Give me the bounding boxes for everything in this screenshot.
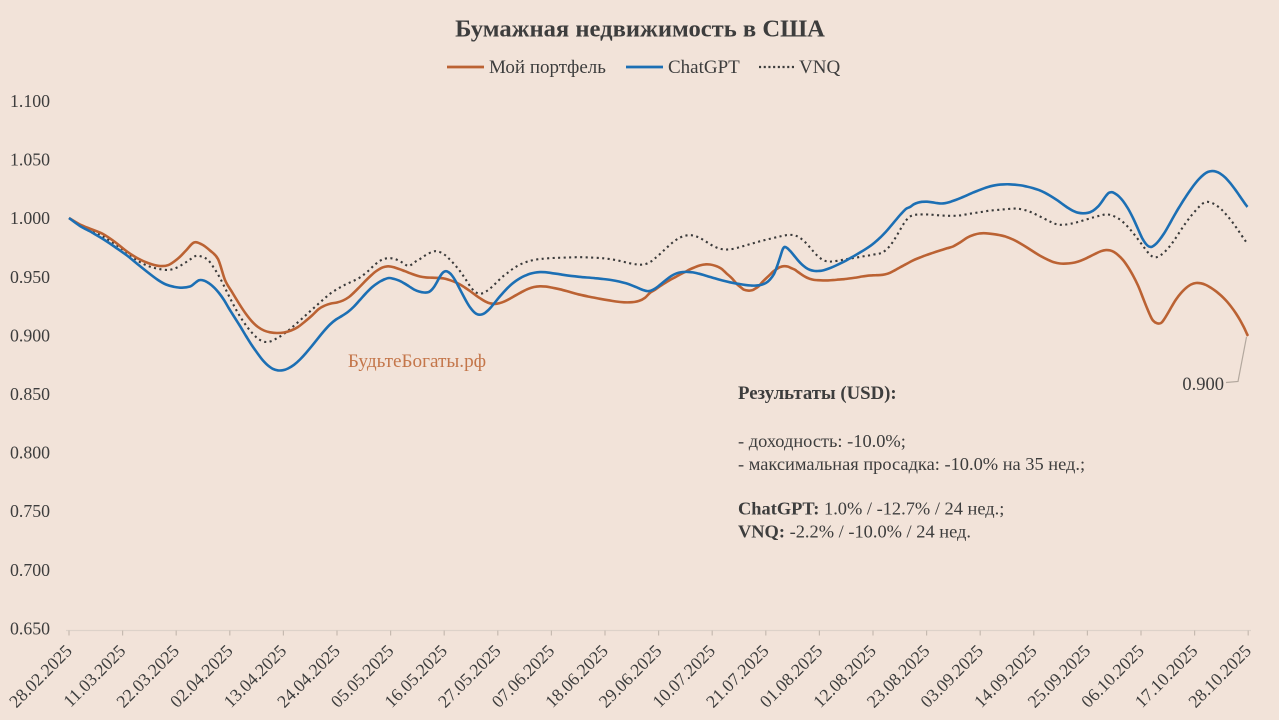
svg-text:VNQ: -2.2% / -10.0% / 24 нед.: VNQ: -2.2% / -10.0% / 24 нед. [738,521,971,541]
svg-text:- максимальная просадка: -10.0: - максимальная просадка: -10.0% на 35 не… [738,454,1085,474]
svg-text:0.900: 0.900 [10,325,50,345]
svg-text:БудьтеБогаты.рф: БудьтеБогаты.рф [348,351,486,372]
svg-text:ChatGPT: ChatGPT [668,57,740,78]
svg-text:0.850: 0.850 [10,384,50,404]
svg-text:1.000: 1.000 [10,208,50,228]
svg-text:0.650: 0.650 [10,618,50,638]
svg-text:Результаты (USD):: Результаты (USD): [738,383,897,404]
svg-text:VNQ: VNQ [799,57,840,78]
svg-text:0.750: 0.750 [10,501,50,521]
svg-text:0.900: 0.900 [1182,375,1224,395]
svg-text:Мой портфель: Мой портфель [489,57,606,78]
svg-text:0.700: 0.700 [10,560,50,580]
svg-text:0.950: 0.950 [10,267,50,287]
svg-text:1.100: 1.100 [10,91,50,111]
svg-text:Бумажная недвижимость в США: Бумажная недвижимость в США [455,16,825,43]
svg-text:- доходность: -10.0%;: - доходность: -10.0%; [738,431,906,451]
svg-text:0.800: 0.800 [10,443,50,463]
svg-text:1.050: 1.050 [10,150,50,170]
svg-text:ChatGPT: 1.0% / -12.7% / 24 не: ChatGPT: 1.0% / -12.7% / 24 нед.; [738,499,1004,519]
